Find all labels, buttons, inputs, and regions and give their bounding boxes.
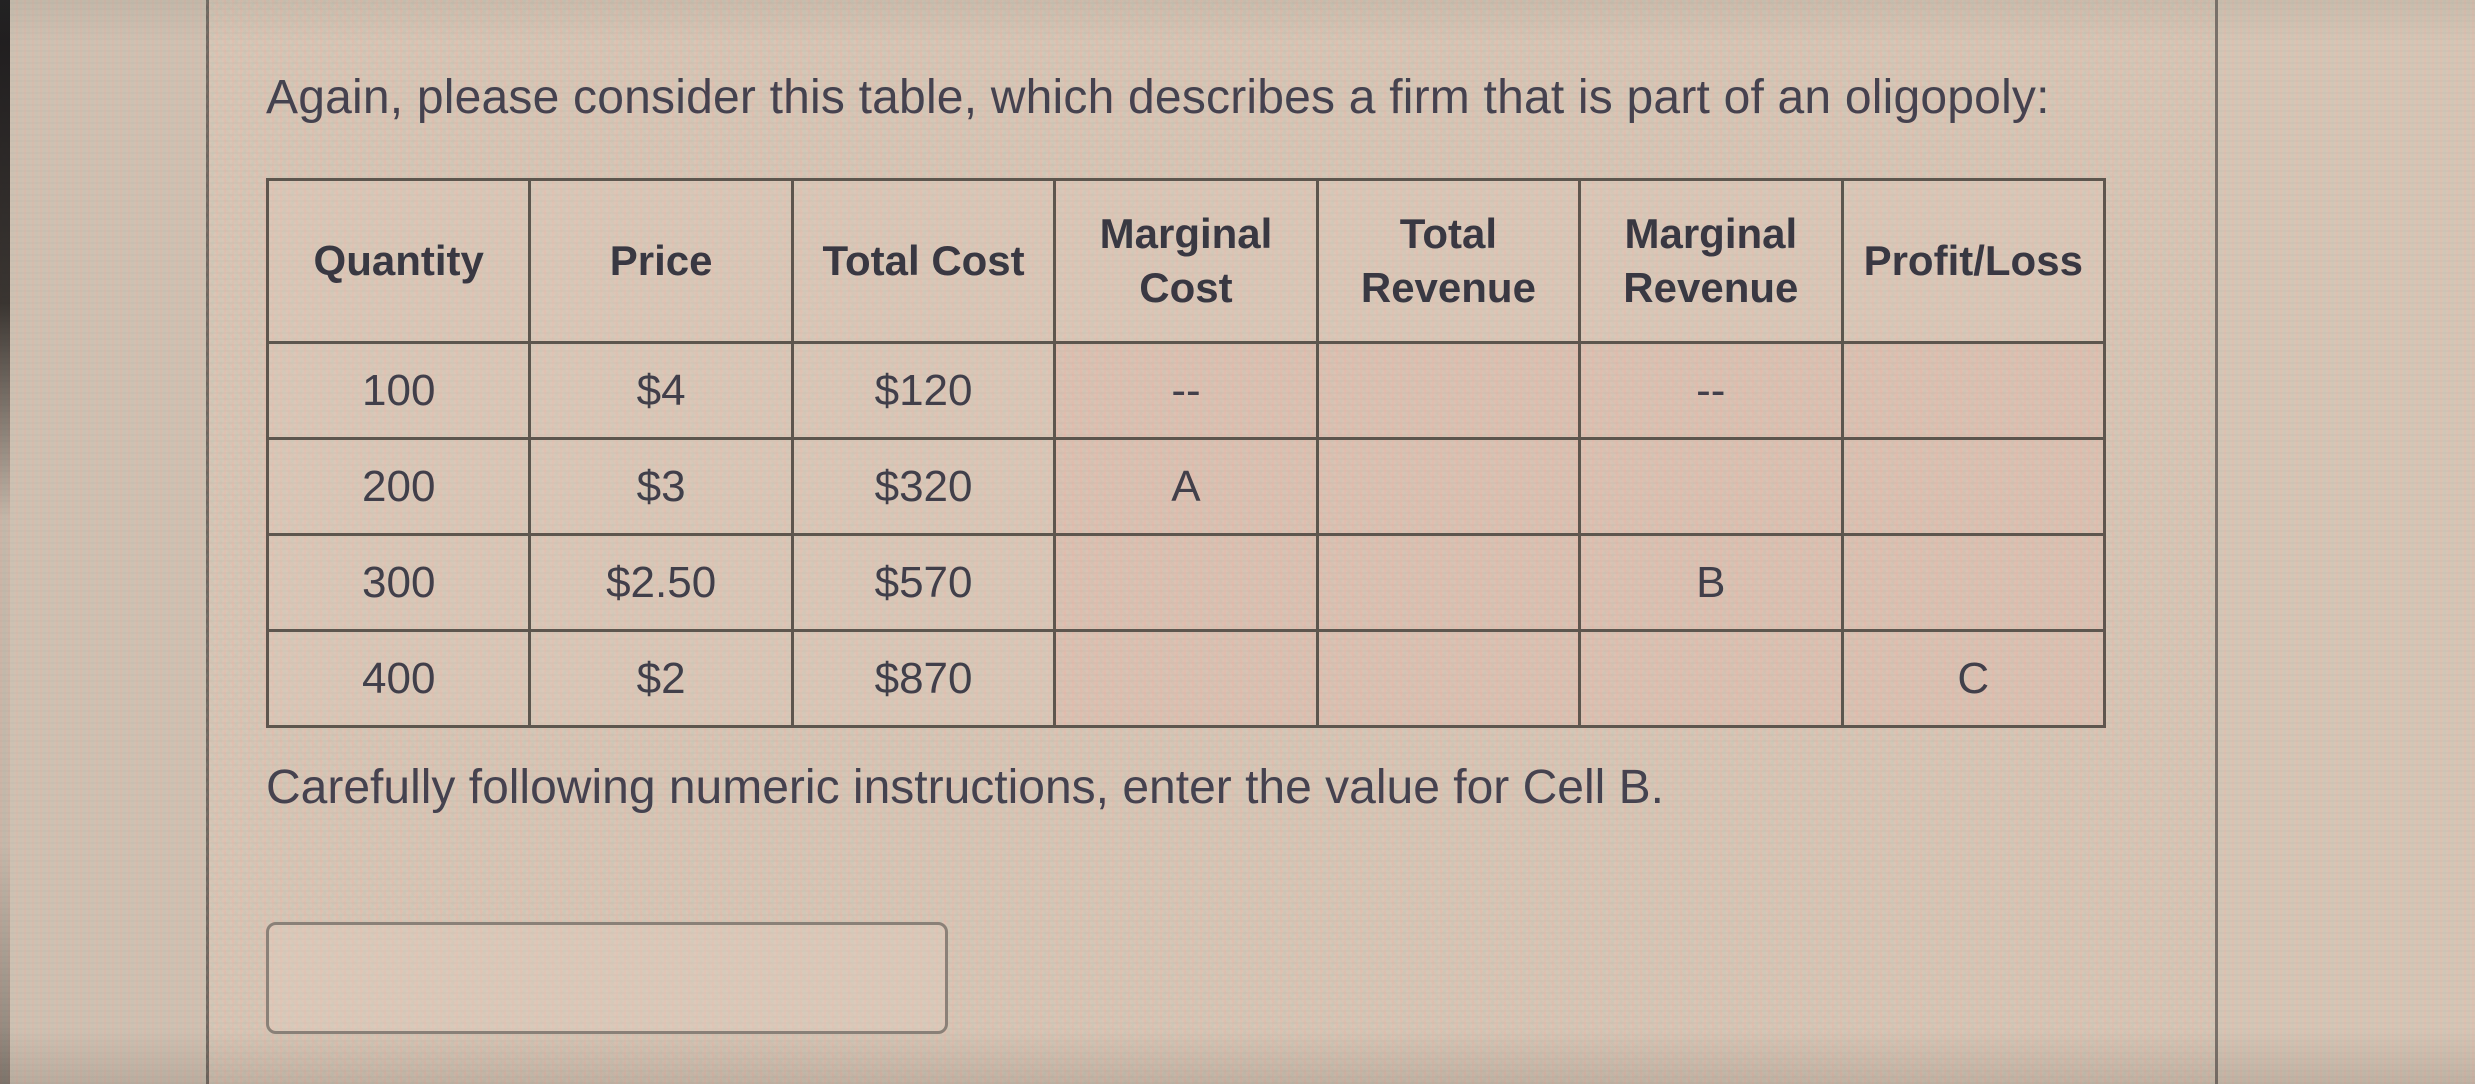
column-header: Total Cost bbox=[790, 178, 1057, 344]
question-page: Again, please consider this table, which… bbox=[206, 0, 2215, 1084]
table-body: 100 $4 $120 -- -- 200 $3 $320 A 300 $2.50 $570 B 400 $… bbox=[265, 341, 2107, 728]
table-row: 300 $2.50 $570 B bbox=[265, 533, 2107, 632]
table-cell: A bbox=[1053, 437, 1319, 536]
table-cell: $2.50 bbox=[528, 533, 794, 632]
question-instruction: Carefully following numeric instructions… bbox=[266, 761, 1664, 814]
table-row: 400 $2 $870 C bbox=[265, 629, 2107, 728]
column-header: Total Revenue bbox=[1315, 178, 1582, 344]
photo-left-edge bbox=[0, 0, 10, 1084]
table-cell bbox=[1578, 629, 1844, 728]
table-cell: -- bbox=[1578, 341, 1844, 440]
table-cell bbox=[1578, 437, 1844, 536]
table-cell bbox=[1053, 533, 1319, 632]
table-cell: $4 bbox=[528, 341, 794, 440]
table-cell bbox=[1840, 341, 2107, 440]
page-right-margin bbox=[2215, 0, 2475, 1084]
table-cell: C bbox=[1840, 629, 2107, 728]
table-cell bbox=[1840, 437, 2107, 536]
table-cell bbox=[1053, 629, 1319, 728]
answer-input[interactable] bbox=[266, 922, 948, 1034]
table-cell: -- bbox=[1053, 341, 1319, 440]
column-header: Quantity bbox=[265, 178, 532, 344]
table-cell bbox=[1315, 629, 1582, 728]
table-cell: $3 bbox=[528, 437, 794, 536]
table-cell: $570 bbox=[790, 533, 1057, 632]
page-left-margin bbox=[0, 0, 209, 1084]
table-cell: B bbox=[1578, 533, 1844, 632]
table-cell: 200 bbox=[265, 437, 532, 536]
question-title: Again, please consider this table, which… bbox=[266, 71, 2050, 124]
table-cell bbox=[1315, 533, 1582, 632]
header-row: Quantity Price Total Cost Marginal Cost Tota… bbox=[265, 178, 2107, 344]
table-cell: 400 bbox=[265, 629, 532, 728]
table-cell bbox=[1840, 533, 2107, 632]
table-cell: 300 bbox=[265, 533, 532, 632]
column-header: Marginal Cost bbox=[1053, 178, 1319, 344]
table-cell: 100 bbox=[265, 341, 532, 440]
table-row: 200 $3 $320 A bbox=[265, 437, 2107, 536]
table-cell: $870 bbox=[790, 629, 1057, 728]
column-header: Price bbox=[528, 178, 794, 344]
table-cell: $2 bbox=[528, 629, 794, 728]
table-row: 100 $4 $120 -- -- bbox=[265, 341, 2107, 440]
table-cell bbox=[1315, 341, 1582, 440]
column-header: Marginal Revenue bbox=[1578, 178, 1844, 344]
table-cell: $320 bbox=[790, 437, 1057, 536]
oligopoly-table: Quantity Price Total Cost Marginal Cost Tota… bbox=[265, 178, 2107, 728]
table-cell: $120 bbox=[790, 341, 1057, 440]
table-cell bbox=[1315, 437, 1582, 536]
table-header-row: Quantity Price Total Cost Marginal Cost Tota… bbox=[265, 178, 2107, 344]
column-header: Profit/Loss bbox=[1840, 178, 2107, 344]
